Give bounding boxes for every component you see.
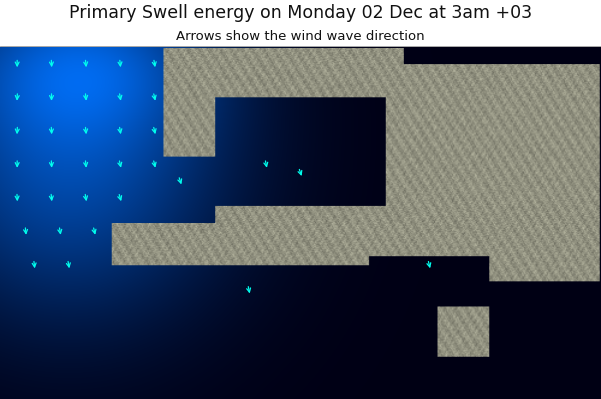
Text: Primary Swell energy on Monday 02 Dec at 3am +03: Primary Swell energy on Monday 02 Dec at… xyxy=(69,4,532,22)
Text: Arrows show the wind wave direction: Arrows show the wind wave direction xyxy=(176,30,425,43)
